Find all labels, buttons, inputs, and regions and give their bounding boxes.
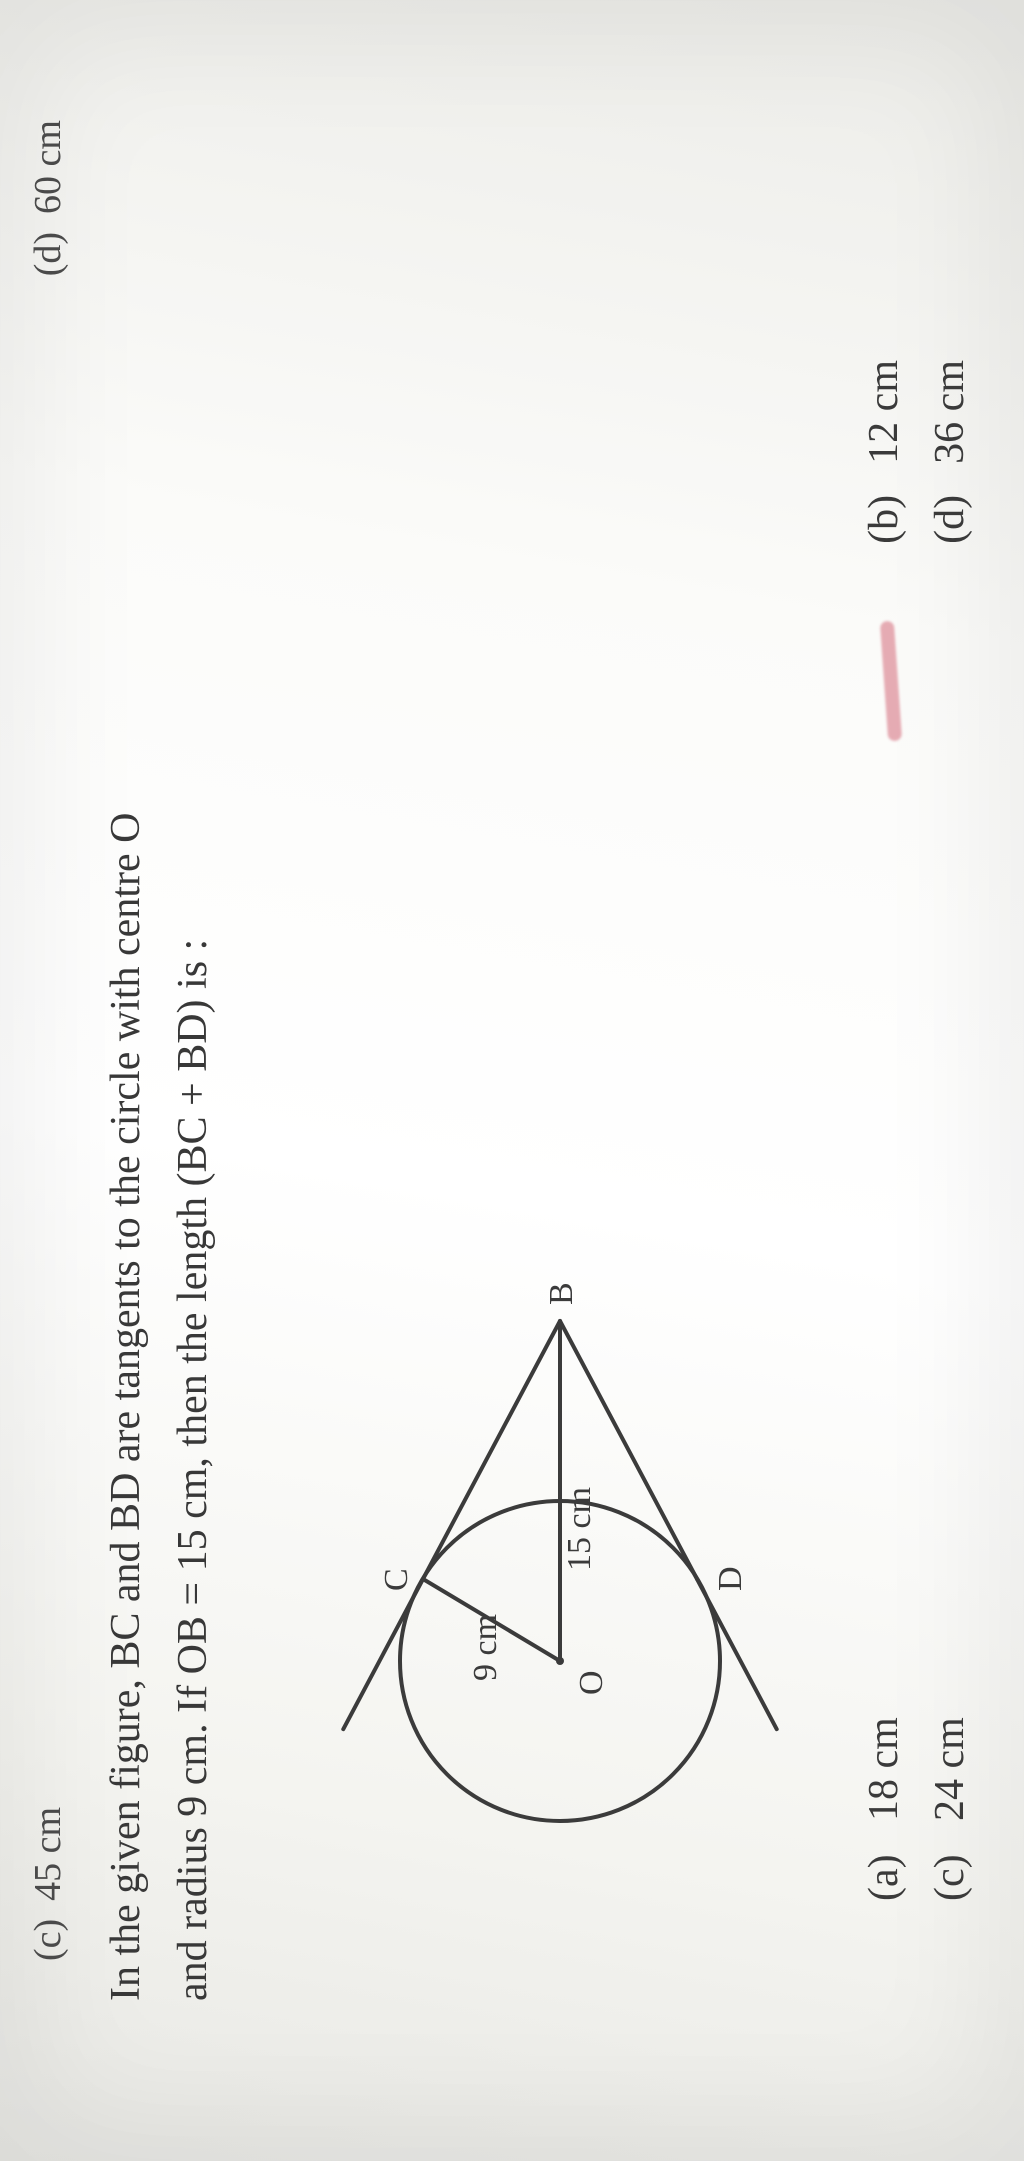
option-c: (c) 24 cm xyxy=(926,1717,974,1901)
question-text: In the given figure, BC and BD are tange… xyxy=(96,12,224,2001)
svg-text:15 cm: 15 cm xyxy=(561,1487,598,1571)
option-a-value: 18 cm xyxy=(860,1717,908,1821)
question-line-1: In the given figure, BC and BD are tange… xyxy=(96,12,157,2001)
question-line-2: and radius 9 cm. If OB = 15 cm, then the… xyxy=(163,12,224,2001)
svg-text:C: C xyxy=(378,1568,415,1591)
svg-text:D: D xyxy=(712,1566,749,1591)
option-b-value: 12 cm xyxy=(860,360,908,464)
svg-text:9 cm: 9 cm xyxy=(467,1614,504,1681)
svg-text:B: B xyxy=(543,1282,580,1305)
prev-question-options: (c) 45 cm (d) 60 cm xyxy=(26,0,70,2161)
prev-option-c-value: 45 cm xyxy=(26,1807,70,1901)
prev-option-d: (d) 60 cm xyxy=(26,120,70,276)
prev-option-d-value: 60 cm xyxy=(26,120,70,214)
svg-text:O: O xyxy=(573,1670,610,1695)
option-b: (b) 12 cm xyxy=(860,360,908,544)
answers-col-right: (b) 12 cm (d) 36 cm xyxy=(860,360,974,544)
option-d-value: 36 cm xyxy=(926,360,974,464)
option-a-label: (a) xyxy=(860,1841,908,1901)
answers-col-left: (a) 18 cm (c) 24 cm xyxy=(860,1717,974,1901)
geometry-figure: O B C D 9 cm 15 cm xyxy=(260,1211,820,1831)
option-d-label: (d) xyxy=(926,484,974,544)
prev-option-d-label: (d) xyxy=(26,232,70,276)
option-a: (a) 18 cm xyxy=(860,1717,908,1901)
option-c-label: (c) xyxy=(926,1841,974,1901)
option-b-label: (b) xyxy=(860,484,908,544)
option-c-value: 24 cm xyxy=(926,1717,974,1821)
prev-option-c-label: (c) xyxy=(26,1919,70,1961)
figure-svg: O B C D 9 cm 15 cm xyxy=(260,1211,820,1831)
answer-options: (a) 18 cm (c) 24 cm (b) 12 cm (d) 36 cm xyxy=(860,0,974,2161)
prev-option-c: (c) 45 cm xyxy=(26,1807,70,1961)
option-d: (d) 36 cm xyxy=(926,360,974,544)
